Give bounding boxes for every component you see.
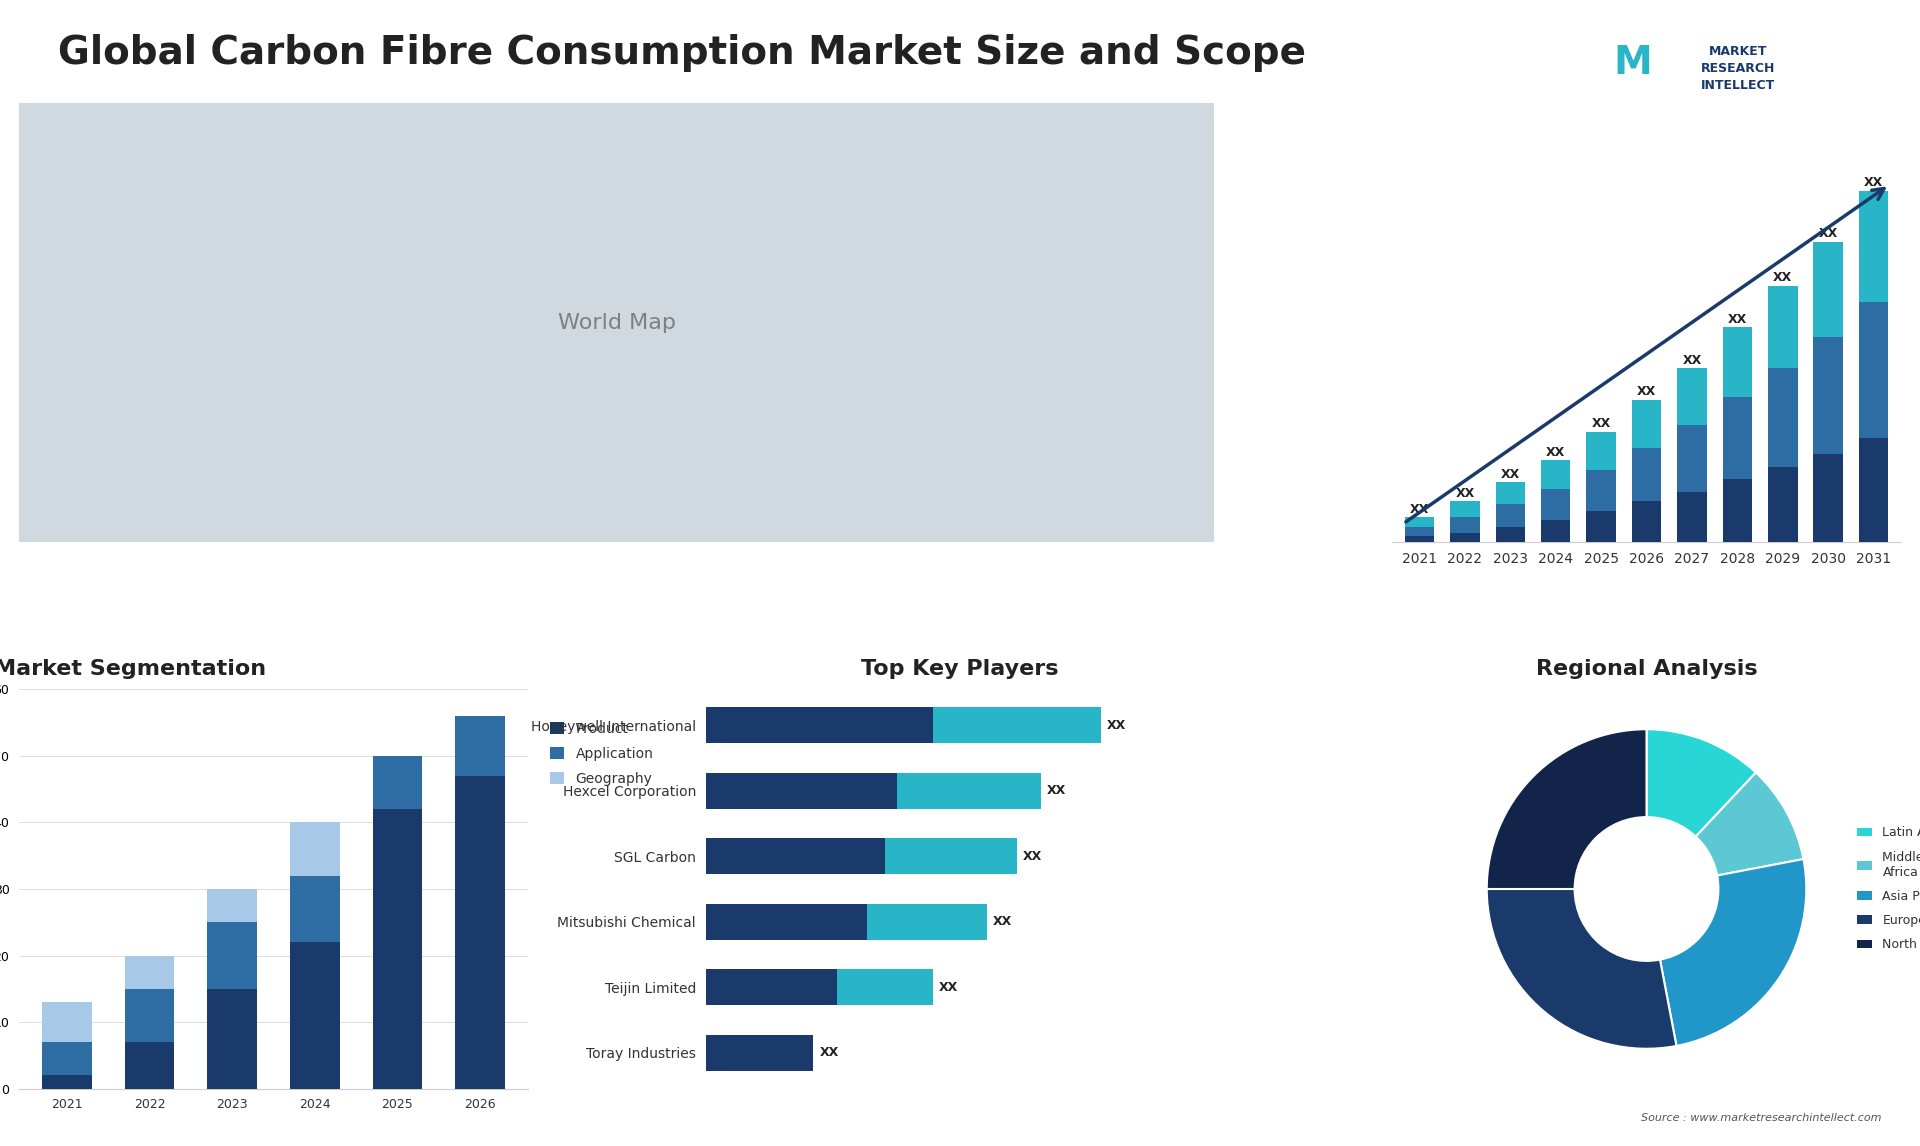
Text: XX: XX <box>1864 176 1884 189</box>
Bar <box>1632 501 1661 542</box>
Text: XX: XX <box>993 916 1012 928</box>
Bar <box>42 1042 92 1075</box>
Bar <box>1722 397 1753 479</box>
Bar <box>1586 432 1617 470</box>
Bar <box>933 707 1100 744</box>
Bar <box>125 1042 175 1089</box>
Bar <box>885 838 1018 874</box>
Bar <box>1812 242 1843 337</box>
Bar <box>707 772 897 809</box>
Bar <box>897 772 1041 809</box>
Bar <box>125 956 175 989</box>
Bar <box>1586 511 1617 542</box>
Text: Source : www.marketresearchintellect.com: Source : www.marketresearchintellect.com <box>1642 1113 1882 1123</box>
Wedge shape <box>1486 889 1676 1049</box>
Bar <box>1405 517 1434 527</box>
Text: XX: XX <box>1546 446 1565 458</box>
Bar <box>1450 501 1480 517</box>
Bar <box>1678 492 1707 542</box>
Bar <box>707 970 837 1005</box>
Text: XX: XX <box>1638 385 1657 399</box>
Legend: Product, Application, Geography: Product, Application, Geography <box>545 716 659 792</box>
Text: XX: XX <box>1106 719 1125 732</box>
Text: M: M <box>1615 44 1653 83</box>
Bar <box>372 809 422 1089</box>
Bar <box>207 889 257 923</box>
Text: World Map: World Map <box>557 313 676 332</box>
Bar <box>707 707 933 744</box>
Bar <box>1542 488 1571 520</box>
Bar <box>1450 517 1480 533</box>
Wedge shape <box>1695 772 1803 876</box>
Bar <box>1450 533 1480 542</box>
Text: XX: XX <box>1409 503 1428 516</box>
Text: Global Carbon Fibre Consumption Market Size and Scope: Global Carbon Fibre Consumption Market S… <box>58 34 1306 72</box>
Bar <box>1768 466 1797 542</box>
Bar <box>1768 286 1797 368</box>
Bar <box>290 942 340 1089</box>
Bar <box>372 756 422 809</box>
Bar <box>1405 536 1434 542</box>
Text: XX: XX <box>820 1046 839 1059</box>
Text: XX: XX <box>1501 468 1521 481</box>
Wedge shape <box>1647 729 1757 837</box>
Bar <box>207 989 257 1089</box>
Bar <box>868 904 987 940</box>
Bar <box>455 776 505 1089</box>
Bar <box>837 970 933 1005</box>
Bar <box>707 1035 814 1070</box>
Legend: Latin America, Middle East &
Africa, Asia Pacific, Europe, North America: Latin America, Middle East & Africa, Asi… <box>1853 822 1920 957</box>
Text: MARKET
RESEARCH
INTELLECT: MARKET RESEARCH INTELLECT <box>1701 45 1774 93</box>
Bar <box>1768 368 1797 466</box>
Bar <box>1405 527 1434 536</box>
Bar <box>1722 479 1753 542</box>
Bar <box>707 904 868 940</box>
Text: XX: XX <box>1774 272 1793 284</box>
Bar <box>207 923 257 989</box>
Text: Market Segmentation: Market Segmentation <box>0 659 265 680</box>
Bar <box>707 838 885 874</box>
Bar <box>1632 447 1661 501</box>
Bar <box>1542 461 1571 488</box>
Bar <box>290 823 340 876</box>
Bar <box>1496 482 1524 504</box>
Text: XX: XX <box>1818 227 1837 241</box>
Title: Top Key Players: Top Key Players <box>862 659 1058 680</box>
Bar <box>290 876 340 942</box>
Text: XX: XX <box>1592 417 1611 430</box>
Text: XX: XX <box>1682 354 1701 367</box>
Bar <box>455 716 505 776</box>
Bar <box>1496 504 1524 527</box>
Bar <box>1586 470 1617 511</box>
Bar <box>125 989 175 1042</box>
Bar <box>1812 337 1843 454</box>
Bar <box>1632 400 1661 447</box>
Text: XX: XX <box>1046 784 1066 798</box>
Bar <box>1859 301 1887 438</box>
Bar <box>1496 527 1524 542</box>
Text: XX: XX <box>939 981 958 994</box>
Wedge shape <box>1661 860 1807 1046</box>
Text: XX: XX <box>1023 850 1043 863</box>
Bar <box>1678 368 1707 425</box>
Bar <box>42 1075 92 1089</box>
Bar <box>42 1002 92 1042</box>
Bar <box>1722 327 1753 397</box>
Bar <box>1542 520 1571 542</box>
Bar <box>1678 425 1707 492</box>
Text: XX: XX <box>1728 313 1747 325</box>
Text: XX: XX <box>1455 487 1475 500</box>
Bar <box>1859 191 1887 301</box>
Wedge shape <box>1486 729 1647 889</box>
Bar <box>1812 454 1843 542</box>
Title: Regional Analysis: Regional Analysis <box>1536 659 1757 680</box>
Bar <box>1859 438 1887 542</box>
